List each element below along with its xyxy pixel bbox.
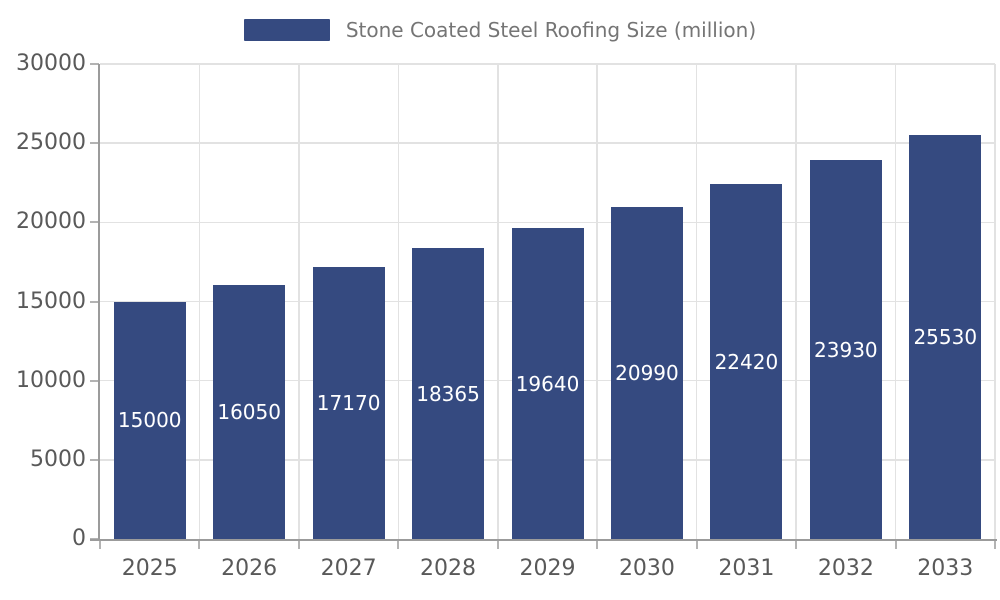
x-axis-line xyxy=(90,539,997,541)
gridline-vertical xyxy=(596,64,598,539)
y-axis-line xyxy=(98,64,100,541)
x-axis-tick xyxy=(994,541,996,549)
bar[interactable] xyxy=(610,206,683,539)
bar[interactable] xyxy=(809,160,882,539)
bar-value-label: 23930 xyxy=(814,337,878,362)
y-axis-label: 0 xyxy=(72,526,86,551)
legend[interactable]: Stone Coated Steel Roofing Size (million… xyxy=(0,14,1000,46)
bar-value-label: 17170 xyxy=(316,391,381,416)
legend-swatch-icon xyxy=(243,19,330,41)
bar[interactable] xyxy=(909,134,982,539)
gridline-horizontal xyxy=(100,63,995,65)
bar-value-label: 22420 xyxy=(714,349,779,374)
bar[interactable] xyxy=(511,228,584,539)
y-axis-tick xyxy=(90,379,99,382)
gridline-vertical xyxy=(397,64,400,539)
x-axis-label: 2028 xyxy=(420,556,477,581)
x-axis-label: 2026 xyxy=(221,556,278,581)
legend-label: Stone Coated Steel Roofing Size (million… xyxy=(345,18,757,42)
y-axis-tick xyxy=(90,221,99,224)
x-axis-label: 2032 xyxy=(817,556,874,581)
gridline-vertical xyxy=(298,64,300,539)
bar-value-label: 18365 xyxy=(416,381,480,406)
y-axis-tick xyxy=(90,142,99,145)
gridline-horizontal xyxy=(100,221,995,224)
x-axis-label: 2031 xyxy=(718,556,775,581)
bar-value-label: 15000 xyxy=(117,408,182,433)
x-axis-label: 2025 xyxy=(121,556,178,581)
x-axis-label: 2029 xyxy=(519,556,576,581)
bar[interactable] xyxy=(412,248,485,539)
x-axis-tick xyxy=(496,541,499,549)
y-axis-label: 30000 xyxy=(16,51,86,76)
gridline-horizontal xyxy=(100,142,995,144)
gridline-vertical xyxy=(795,64,797,539)
x-axis-tick xyxy=(297,541,300,549)
x-axis-label: 2033 xyxy=(917,556,974,581)
bar-value-label: 19640 xyxy=(515,371,580,396)
y-axis-label: 10000 xyxy=(16,367,86,393)
gridline-vertical xyxy=(994,64,996,539)
y-axis-label: 5000 xyxy=(30,446,86,472)
bar-value-label: 20990 xyxy=(615,360,679,385)
bar[interactable] xyxy=(113,301,186,539)
y-axis-tick xyxy=(90,300,99,303)
y-axis-label: 15000 xyxy=(16,288,86,314)
bar-value-label: 25530 xyxy=(913,324,978,349)
x-axis-label: 2030 xyxy=(618,556,675,581)
x-axis-tick xyxy=(397,541,400,549)
bar[interactable] xyxy=(312,267,385,539)
gridline-vertical xyxy=(198,64,201,539)
y-axis-tick xyxy=(90,458,99,461)
bar[interactable] xyxy=(213,284,286,539)
x-axis-tick xyxy=(198,541,201,549)
x-axis-label: 2027 xyxy=(320,556,377,581)
bar-value-label: 16050 xyxy=(217,399,281,424)
y-axis-label: 20000 xyxy=(16,209,86,235)
bar[interactable] xyxy=(710,184,783,539)
gridline-vertical xyxy=(894,64,897,539)
gridline-vertical xyxy=(497,64,499,539)
x-axis-tick xyxy=(795,541,798,549)
y-axis-label: 25000 xyxy=(16,130,86,156)
x-axis-tick xyxy=(596,541,599,549)
x-axis-tick xyxy=(894,541,897,549)
gridline-vertical xyxy=(695,64,698,539)
x-axis-tick xyxy=(99,541,101,549)
y-axis-tick xyxy=(90,63,99,65)
x-axis-tick xyxy=(695,541,698,549)
